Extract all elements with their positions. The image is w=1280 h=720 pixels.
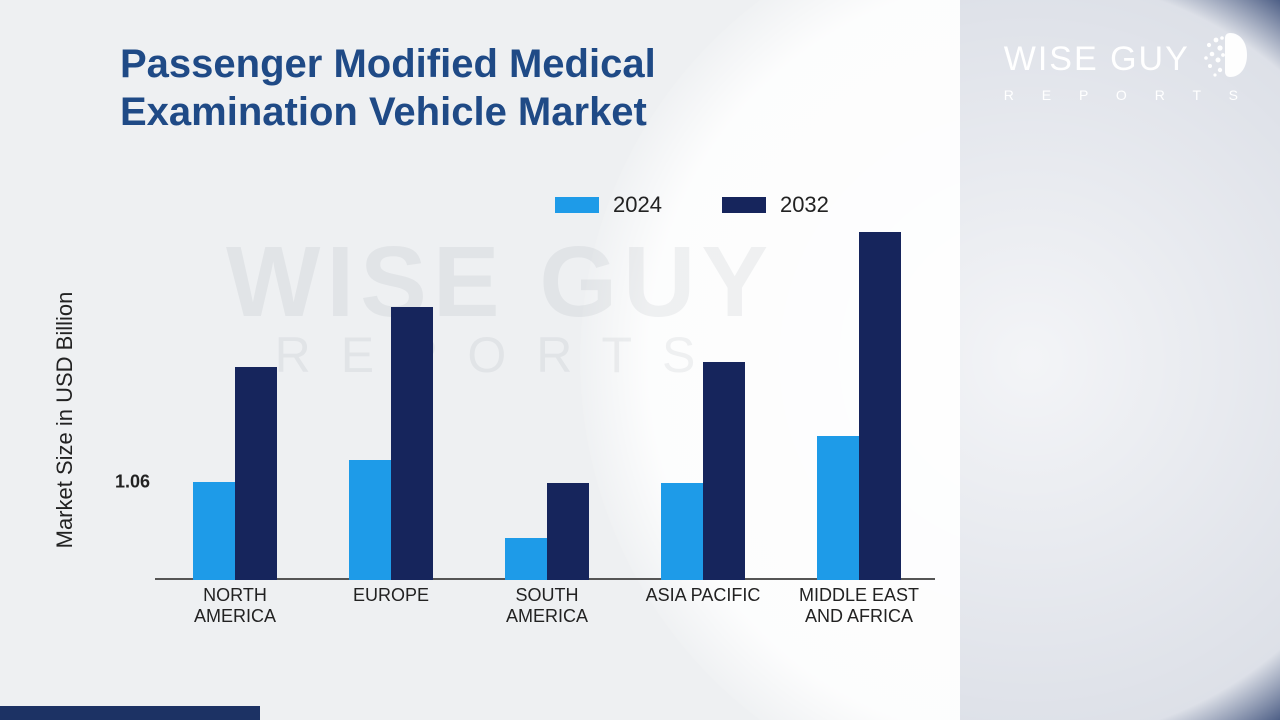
y-tick-label: 1.06 [115,471,150,492]
bar-2032 [235,367,277,580]
bar-2032 [703,362,745,580]
bar-group [175,367,295,580]
bar-2024 [349,460,391,580]
bar-group [643,362,763,580]
plot-area [155,200,935,580]
x-axis-label: NORTH AMERICA [165,585,305,626]
brand-logo-text: WISE GUY [1004,40,1190,79]
bar-2024 [817,436,859,580]
bar-2024 [661,483,703,580]
brand-logo-main: WISE GUY [1004,30,1250,89]
brand-logo-sub: R E P O R T S [1004,87,1250,103]
x-axis-label: MIDDLE EAST AND AFRICA [789,585,929,626]
bar-2032 [859,232,901,580]
bar-2024 [505,538,547,580]
bar-group [331,307,451,580]
chart: Market Size in USD Billion 1.06 NORTH AM… [65,170,935,670]
bar-group [487,483,607,580]
x-axis-label: ASIA PACIFIC [633,585,773,606]
x-axis-label: EUROPE [321,585,461,606]
brand-panel [960,0,1280,720]
x-axis-label: SOUTH AMERICA [477,585,617,626]
bar-2032 [547,483,589,580]
bottom-accent-bar [0,706,260,720]
chart-title: Passenger Modified Medical Examination V… [120,40,820,136]
brain-icon [1200,30,1250,89]
bar-2032 [391,307,433,580]
brand-logo: WISE GUY R E P O R T S [1004,30,1250,103]
bar-2024 [193,482,235,580]
y-axis-label: Market Size in USD Billion [52,292,78,549]
bar-group [799,232,919,580]
